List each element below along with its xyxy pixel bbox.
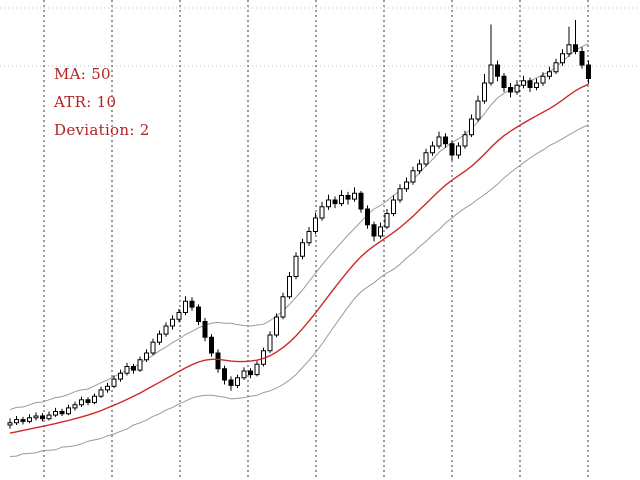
atr-period-label: ATR: 10	[54, 93, 117, 111]
indicator-label-block: MA: 50 ATR: 10 Deviation: 2	[54, 60, 150, 144]
deviation-label: Deviation: 2	[54, 121, 150, 139]
ma-period-label: MA: 50	[54, 65, 111, 83]
